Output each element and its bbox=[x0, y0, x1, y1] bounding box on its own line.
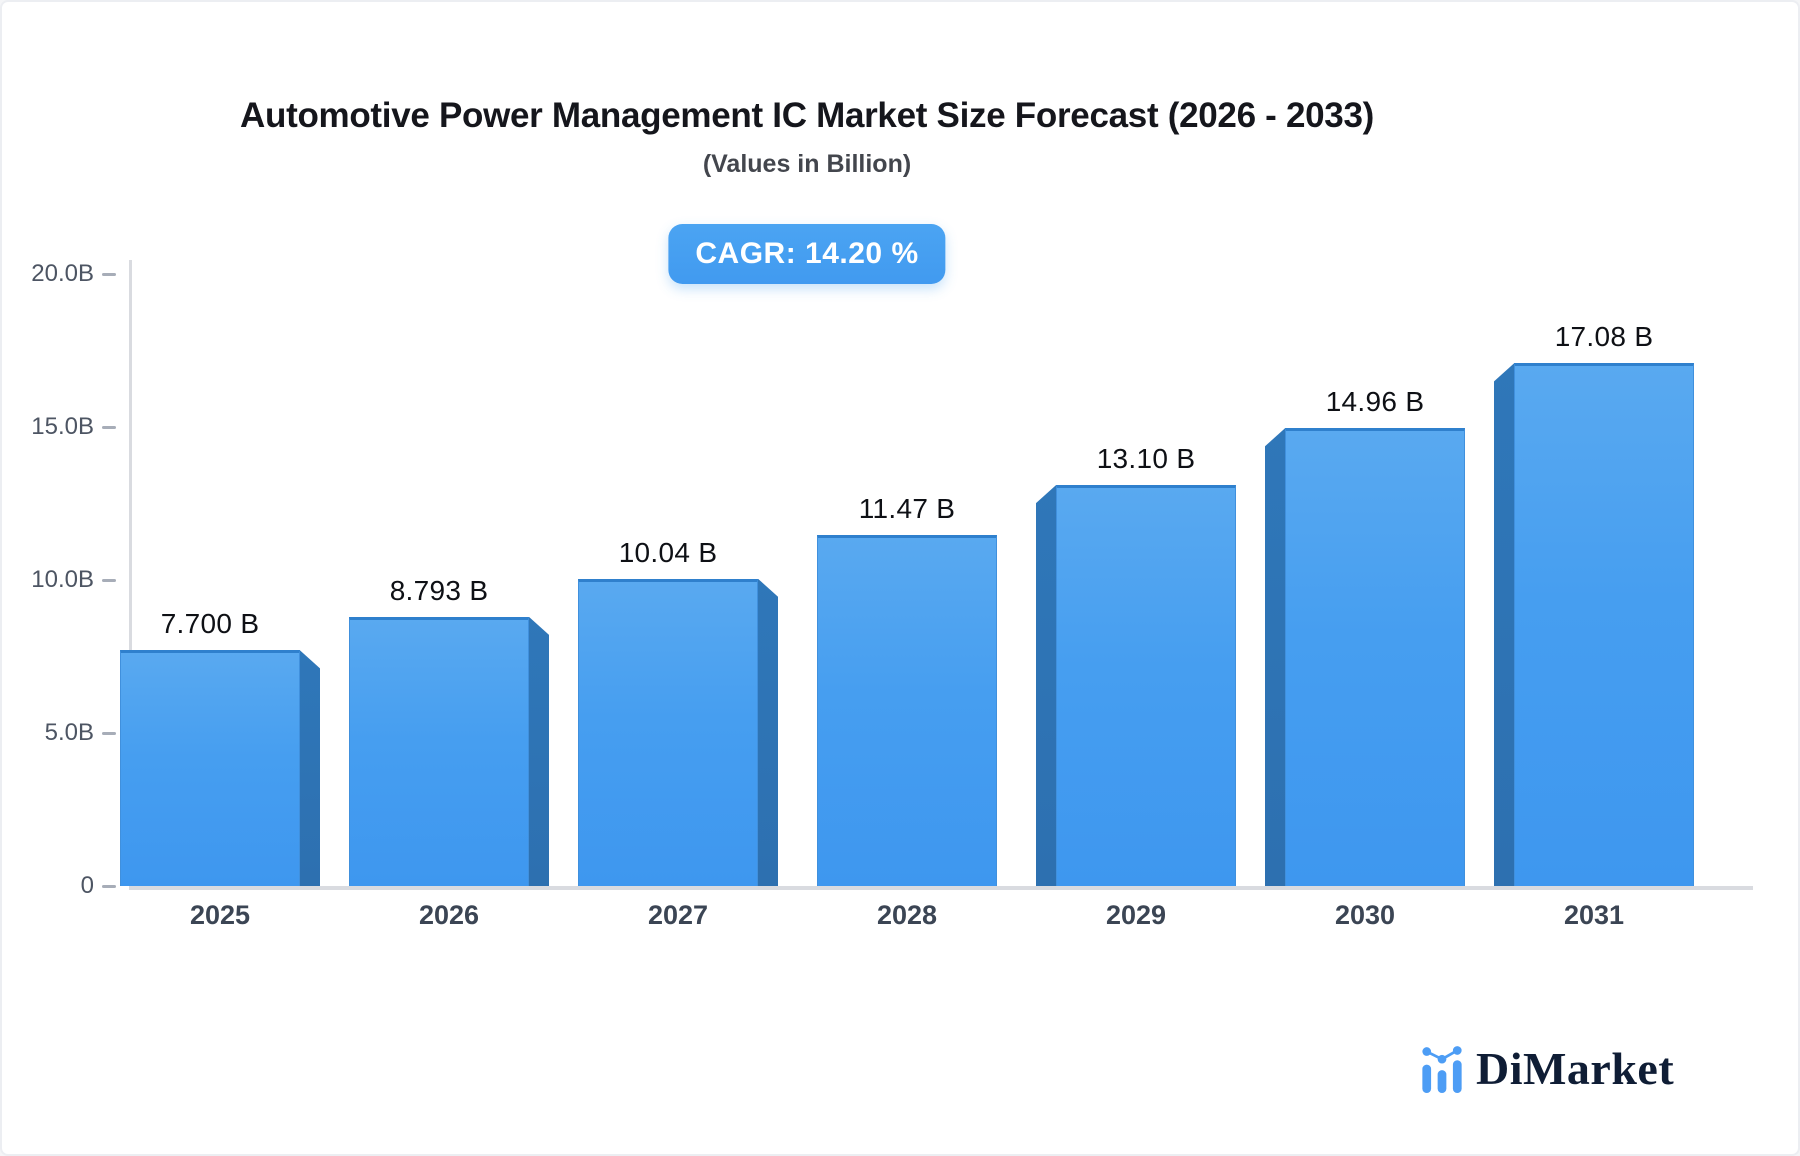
cagr-badge: CAGR: 14.20 % bbox=[668, 224, 946, 284]
brand-logo-text: DiMarket bbox=[1476, 1043, 1675, 1094]
bar-value-label: 10.04 B bbox=[618, 536, 718, 568]
chart-title: Automotive Power Management IC Market Si… bbox=[240, 96, 1374, 135]
bar[interactable] bbox=[1285, 428, 1465, 886]
bar-value-label: 7.700 B bbox=[160, 608, 260, 640]
y-tick-mark bbox=[102, 426, 116, 429]
x-tick-label: 2025 bbox=[189, 900, 251, 930]
x-tick-label: 2026 bbox=[418, 900, 480, 930]
brand-logo: DiMarket bbox=[1420, 1042, 1674, 1095]
bar-value-label: 17.08 B bbox=[1554, 321, 1654, 353]
bar[interactable] bbox=[120, 650, 300, 886]
y-axis-line bbox=[129, 260, 132, 890]
bar-side-face bbox=[1036, 485, 1056, 886]
x-tick-label: 2029 bbox=[1105, 900, 1167, 930]
y-tick-mark bbox=[102, 579, 116, 582]
bar-side-face bbox=[1494, 363, 1514, 886]
y-tick-label: 20.0B bbox=[31, 260, 94, 287]
bar-value-label: 14.96 B bbox=[1325, 386, 1425, 418]
y-tick-label: 0 bbox=[80, 872, 94, 899]
bar-side-face bbox=[529, 616, 549, 886]
bar-value-label: 13.10 B bbox=[1096, 443, 1196, 475]
y-tick-mark bbox=[102, 885, 116, 888]
x-tick-label: 2028 bbox=[876, 900, 938, 930]
bar-side-face bbox=[758, 578, 778, 886]
x-tick-label: 2030 bbox=[1334, 900, 1396, 930]
bar[interactable] bbox=[578, 578, 758, 886]
bar[interactable] bbox=[817, 535, 997, 886]
bar-value-label: 8.793 B bbox=[389, 574, 489, 606]
y-tick-label: 10.0B bbox=[31, 566, 94, 593]
y-tick-label: 5.0B bbox=[44, 719, 94, 746]
bar-value-label: 11.47 B bbox=[858, 493, 956, 525]
x-tick-label: 2027 bbox=[647, 900, 709, 930]
bar[interactable] bbox=[349, 616, 529, 886]
chart-subtitle: (Values in Billion) bbox=[702, 150, 912, 178]
y-tick-mark bbox=[102, 273, 116, 276]
y-tick-mark bbox=[102, 732, 116, 735]
y-tick-label: 15.0B bbox=[31, 413, 94, 440]
bar-line-chart-icon bbox=[1422, 1045, 1462, 1093]
bar[interactable] bbox=[1514, 363, 1694, 886]
bar[interactable] bbox=[1056, 485, 1236, 886]
x-tick-label: 2031 bbox=[1563, 900, 1625, 930]
x-axis-line bbox=[129, 886, 1753, 890]
bar-side-face bbox=[300, 650, 320, 886]
bar-side-face bbox=[1265, 428, 1285, 886]
